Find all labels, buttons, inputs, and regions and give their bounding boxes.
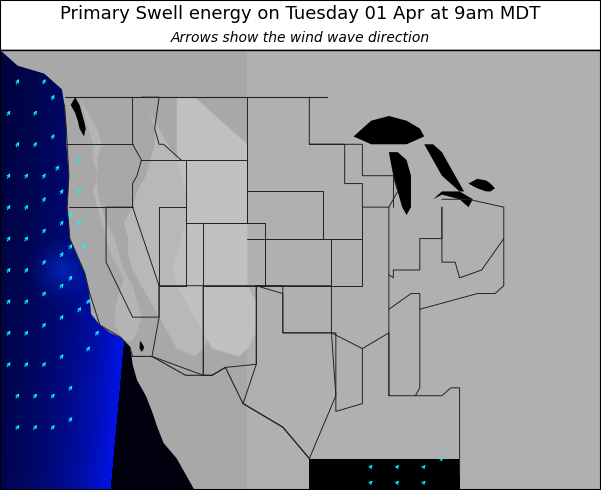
- Polygon shape: [424, 144, 464, 192]
- Polygon shape: [468, 179, 495, 192]
- Polygon shape: [248, 50, 601, 490]
- Text: Arrows show the wind wave direction: Arrows show the wind wave direction: [171, 30, 430, 45]
- Polygon shape: [353, 116, 424, 144]
- Polygon shape: [124, 97, 230, 356]
- Polygon shape: [71, 97, 86, 136]
- Circle shape: [47, 255, 77, 285]
- Polygon shape: [139, 341, 144, 352]
- Circle shape: [37, 245, 87, 295]
- Polygon shape: [389, 152, 411, 215]
- Text: Primary Swell energy on Tuesday 01 Apr at 9am MDT: Primary Swell energy on Tuesday 01 Apr a…: [60, 5, 541, 23]
- Polygon shape: [0, 50, 601, 490]
- Circle shape: [52, 260, 72, 280]
- Circle shape: [42, 250, 82, 290]
- Polygon shape: [79, 97, 141, 341]
- Polygon shape: [310, 459, 460, 490]
- Polygon shape: [433, 192, 473, 207]
- Polygon shape: [172, 97, 256, 356]
- Circle shape: [57, 265, 67, 275]
